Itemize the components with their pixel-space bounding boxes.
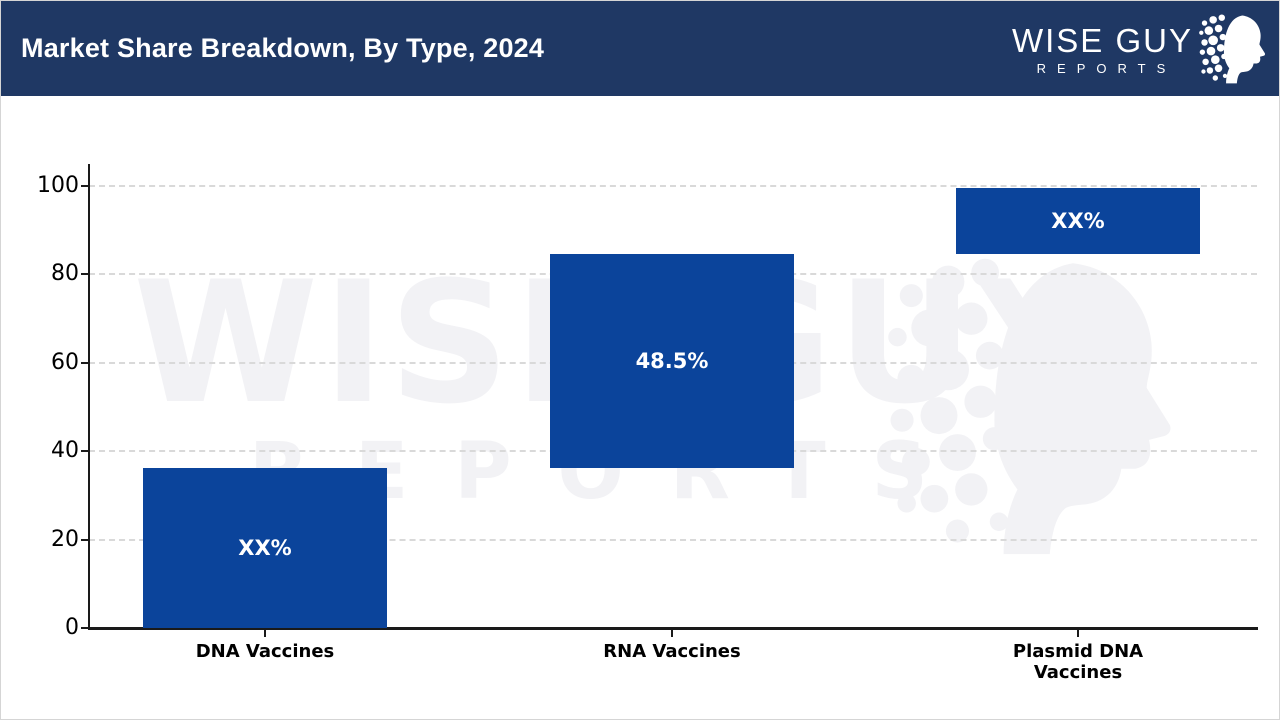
header-bar: Market Share Breakdown, By Type, 2024 WI… <box>1 1 1279 96</box>
y-tick-label-100: 100 <box>37 173 79 198</box>
bar-dna-vaccines[interactable]: XX% <box>143 467 387 628</box>
y-tick-label-0: 0 <box>65 615 79 640</box>
bar-value-label: XX% <box>238 535 292 560</box>
page-title: Market Share Breakdown, By Type, 2024 <box>21 33 545 63</box>
bar-value-label: 48.5% <box>635 348 709 373</box>
y-tick-label-40: 40 <box>51 438 79 464</box>
wiseguy-head-icon <box>1199 14 1266 84</box>
y-tick-60 <box>81 361 89 364</box>
y-axis-spine <box>88 164 90 628</box>
y-tick-80 <box>81 273 89 276</box>
x-category-label: Plasmid DNA Vaccines <box>1012 641 1144 683</box>
logo-wordmark: WISE GUY <box>1011 22 1193 59</box>
wiseguy-logo: WISE GUY REPORTS <box>1011 11 1267 89</box>
gridline-20 <box>89 538 1257 541</box>
x-category-label: DNA Vaccines <box>195 641 335 662</box>
x-tick-0 <box>264 630 266 637</box>
x-tick-1 <box>671 630 673 637</box>
y-tick-40 <box>81 450 89 453</box>
bar-plasmid-dna-vaccines[interactable]: XX% <box>956 187 1200 254</box>
y-tick-label-60: 60 <box>51 349 79 375</box>
y-tick-label-80: 80 <box>51 261 79 287</box>
x-axis-spine <box>88 627 1258 630</box>
logo-text: WISE GUY REPORTS <box>1011 22 1193 77</box>
watermark-head-icon <box>888 258 1171 555</box>
x-category-label: RNA Vaccines <box>603 641 741 662</box>
y-tick-100 <box>81 185 89 187</box>
y-tick-20 <box>81 538 89 541</box>
x-tick-2 <box>1077 630 1079 637</box>
y-tick-0 <box>81 627 89 629</box>
logo-subtext: REPORTS <box>1036 61 1177 76</box>
gridline-100 <box>89 185 1257 187</box>
bar-value-label: XX% <box>1051 208 1105 233</box>
bar-rna-vaccines[interactable]: 48.5% <box>550 253 794 468</box>
y-tick-label-20: 20 <box>51 526 79 552</box>
